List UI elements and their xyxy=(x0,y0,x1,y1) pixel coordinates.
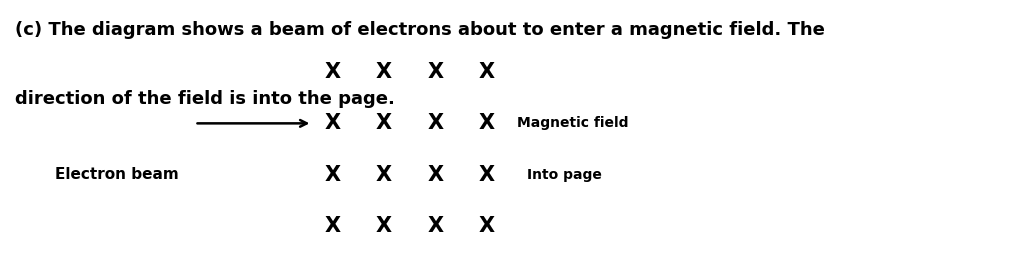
Text: X: X xyxy=(478,216,495,236)
Text: X: X xyxy=(427,113,443,133)
Text: X: X xyxy=(427,62,443,82)
Text: X: X xyxy=(478,62,495,82)
Text: Into page: Into page xyxy=(527,168,602,182)
Text: X: X xyxy=(325,165,341,185)
Text: X: X xyxy=(325,62,341,82)
Text: X: X xyxy=(427,165,443,185)
Text: (c) The diagram shows a beam of electrons about to enter a magnetic field. The: (c) The diagram shows a beam of electron… xyxy=(15,21,825,39)
Text: X: X xyxy=(427,216,443,236)
Text: Magnetic field: Magnetic field xyxy=(517,116,629,130)
Text: X: X xyxy=(376,216,392,236)
Text: X: X xyxy=(478,165,495,185)
Text: X: X xyxy=(325,113,341,133)
Text: Electron beam: Electron beam xyxy=(55,167,179,182)
Text: X: X xyxy=(478,113,495,133)
Text: X: X xyxy=(376,62,392,82)
Text: X: X xyxy=(325,216,341,236)
Text: direction of the field is into the page.: direction of the field is into the page. xyxy=(15,90,395,108)
Text: X: X xyxy=(376,165,392,185)
Text: X: X xyxy=(376,113,392,133)
